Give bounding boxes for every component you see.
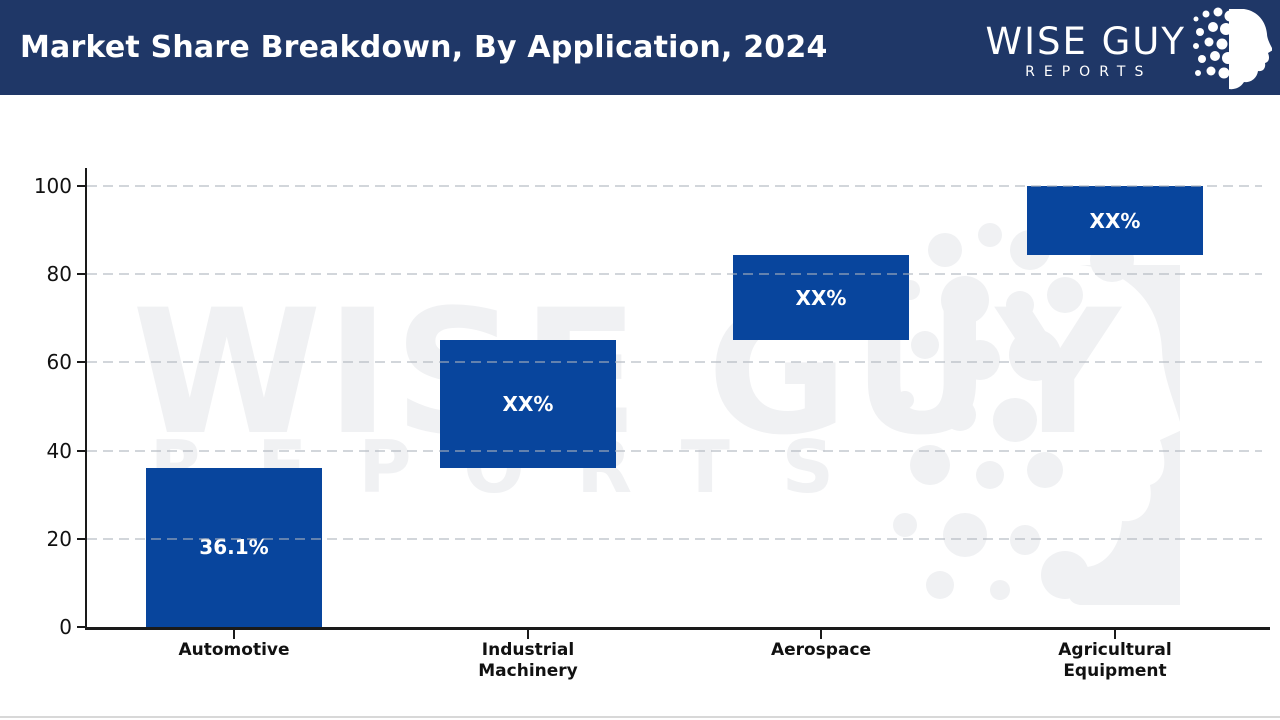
- bar-segment: 36.1%: [146, 467, 322, 627]
- brand-wordmark: WISE GUY: [985, 19, 1186, 63]
- head-dots-icon: [1193, 7, 1272, 90]
- y-tick-label: 80: [46, 262, 72, 287]
- y-tick-mark: [77, 361, 86, 364]
- x-category-label: Automotive: [114, 640, 354, 661]
- bar-segment: XX%: [1027, 186, 1203, 256]
- x-category-label: Industrial Machinery: [408, 640, 648, 682]
- y-tick-mark: [77, 273, 86, 276]
- x-category-label-line: Agricultural: [1058, 640, 1172, 660]
- gridline: [87, 185, 1262, 187]
- gridline: [87, 273, 1262, 276]
- y-tick-label: 100: [33, 174, 72, 198]
- x-category-label-line: Machinery: [478, 661, 578, 681]
- y-axis: [85, 168, 87, 629]
- y-tick-label: 60: [46, 350, 72, 375]
- y-tick-label: 0: [59, 615, 72, 639]
- footer-divider: [0, 716, 1280, 718]
- x-tick-mark: [820, 630, 822, 639]
- x-category-label-line: Industrial: [481, 640, 575, 660]
- bar-segment: XX%: [733, 255, 909, 341]
- gridline: [87, 537, 1262, 540]
- gridline: [87, 361, 1262, 364]
- x-category-label-line: Aerospace: [770, 640, 872, 660]
- x-category-label-line: Automotive: [178, 640, 290, 660]
- x-tick-mark: [1114, 630, 1116, 639]
- x-category-label: Agricultural Equipment: [995, 640, 1235, 682]
- y-tick-mark: [77, 185, 86, 187]
- y-tick-mark: [77, 449, 86, 452]
- x-category-label: Aerospace: [701, 640, 941, 661]
- page-title: Market Share Breakdown, By Application, …: [20, 30, 828, 65]
- y-tick-label: 20: [46, 526, 72, 551]
- y-tick-mark: [77, 626, 86, 628]
- x-axis: [85, 627, 1270, 630]
- x-tick-mark: [527, 630, 529, 639]
- gridline: [87, 449, 1262, 452]
- y-tick-mark: [77, 537, 86, 540]
- brand-logo: WISE GUY REPORTS: [986, 4, 1272, 92]
- bar-value-label: XX%: [1089, 208, 1141, 233]
- bar-value-label: XX%: [502, 392, 554, 417]
- brand-reports-label: REPORTS: [1025, 63, 1153, 80]
- header-bar: Market Share Breakdown, By Application, …: [0, 0, 1280, 95]
- bar-value-label: XX%: [795, 285, 847, 310]
- x-category-label-line: Equipment: [1063, 661, 1167, 681]
- x-tick-mark: [233, 630, 235, 639]
- y-tick-label: 40: [46, 438, 72, 463]
